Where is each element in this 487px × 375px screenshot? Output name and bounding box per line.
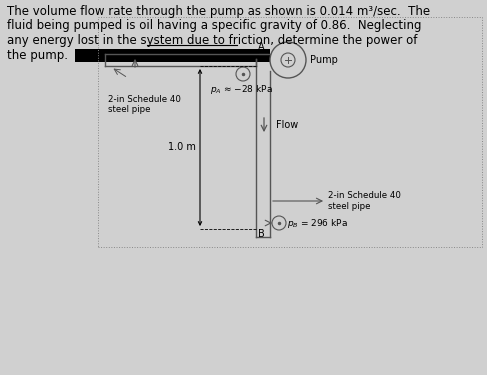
Text: $p_A$ ≈ −28 kPa: $p_A$ ≈ −28 kPa: [209, 83, 272, 96]
Text: any energy lost in the system due to friction, determine the power of: any energy lost in the system due to fri…: [7, 34, 417, 47]
Circle shape: [270, 42, 306, 78]
Bar: [75, 49, 270, 62]
Text: Flow: Flow: [276, 120, 298, 130]
Text: 1.0 m: 1.0 m: [168, 142, 196, 153]
Text: 2-in Schedule 40
steel pipe: 2-in Schedule 40 steel pipe: [328, 191, 401, 211]
Text: B: B: [258, 229, 264, 239]
Bar: [98, 17, 482, 247]
Text: 2-in Schedule 40
steel pipe: 2-in Schedule 40 steel pipe: [108, 95, 181, 114]
Text: fluid being pumped is oil having a specific gravity of 0.86.  Neglecting: fluid being pumped is oil having a speci…: [7, 20, 422, 33]
Text: A: A: [258, 42, 264, 52]
Text: $p_B$ = 296 kPa: $p_B$ = 296 kPa: [287, 216, 348, 229]
Text: the pump.: the pump.: [7, 48, 68, 62]
Text: Pump: Pump: [310, 55, 338, 65]
Text: The volume flow rate through the pump as shown is 0.014 m³/sec.  The: The volume flow rate through the pump as…: [7, 5, 430, 18]
